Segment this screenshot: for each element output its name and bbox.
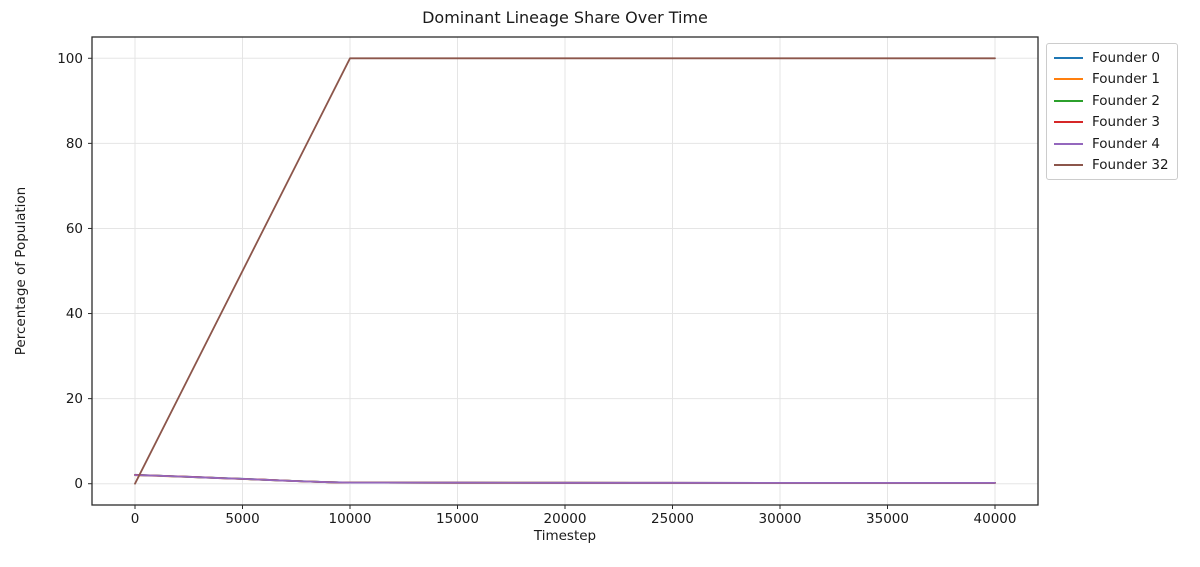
legend-label: Founder 0 xyxy=(1092,49,1160,66)
x-tick-label: 40000 xyxy=(974,511,1017,527)
legend-label: Founder 3 xyxy=(1092,114,1160,131)
legend-label: Founder 4 xyxy=(1092,135,1160,152)
legend-line-swatch xyxy=(1054,142,1083,145)
y-tick-label: 80 xyxy=(66,136,83,152)
legend-line-swatch xyxy=(1054,56,1083,59)
y-tick-label: 100 xyxy=(57,51,83,67)
legend-entry: Founder 32 xyxy=(1054,155,1169,177)
x-tick-label: 20000 xyxy=(544,511,587,527)
chart-title: Dominant Lineage Share Over Time xyxy=(422,8,708,27)
x-tick-label: 15000 xyxy=(436,511,479,527)
legend: Founder 0 Founder 1 Founder 2 Founder 3 Foun… xyxy=(1046,43,1178,180)
legend-line-swatch xyxy=(1054,99,1083,102)
legend-label: Founder 2 xyxy=(1092,92,1160,109)
y-axis-label: Percentage of Population xyxy=(13,186,29,356)
legend-entry: Founder 3 xyxy=(1054,112,1169,134)
legend-label: Founder 32 xyxy=(1092,157,1169,174)
legend-entry: Founder 4 xyxy=(1054,133,1169,155)
x-tick-label: 5000 xyxy=(225,511,259,527)
legend-entry: Founder 2 xyxy=(1054,90,1169,112)
y-tick-label: 0 xyxy=(74,476,83,492)
x-axis-label: Timestep xyxy=(533,528,597,544)
x-tick-label: 30000 xyxy=(759,511,802,527)
series-line-5 xyxy=(134,57,996,485)
series-line-4 xyxy=(134,474,996,484)
x-tick-label: 35000 xyxy=(866,511,909,527)
legend-line-swatch xyxy=(1054,121,1083,124)
legend-line-swatch xyxy=(1054,164,1083,167)
y-tick-label: 40 xyxy=(66,306,83,322)
legend-label: Founder 1 xyxy=(1092,71,1160,88)
x-tick-label: 0 xyxy=(131,511,140,527)
legend-entry: Founder 1 xyxy=(1054,69,1169,91)
y-tick-label: 20 xyxy=(66,391,83,407)
legend-line-swatch xyxy=(1054,78,1083,81)
x-tick-label: 25000 xyxy=(651,511,694,527)
legend-entry: Founder 0 xyxy=(1054,47,1169,69)
x-tick-label: 10000 xyxy=(329,511,372,527)
y-tick-label: 60 xyxy=(66,221,83,237)
